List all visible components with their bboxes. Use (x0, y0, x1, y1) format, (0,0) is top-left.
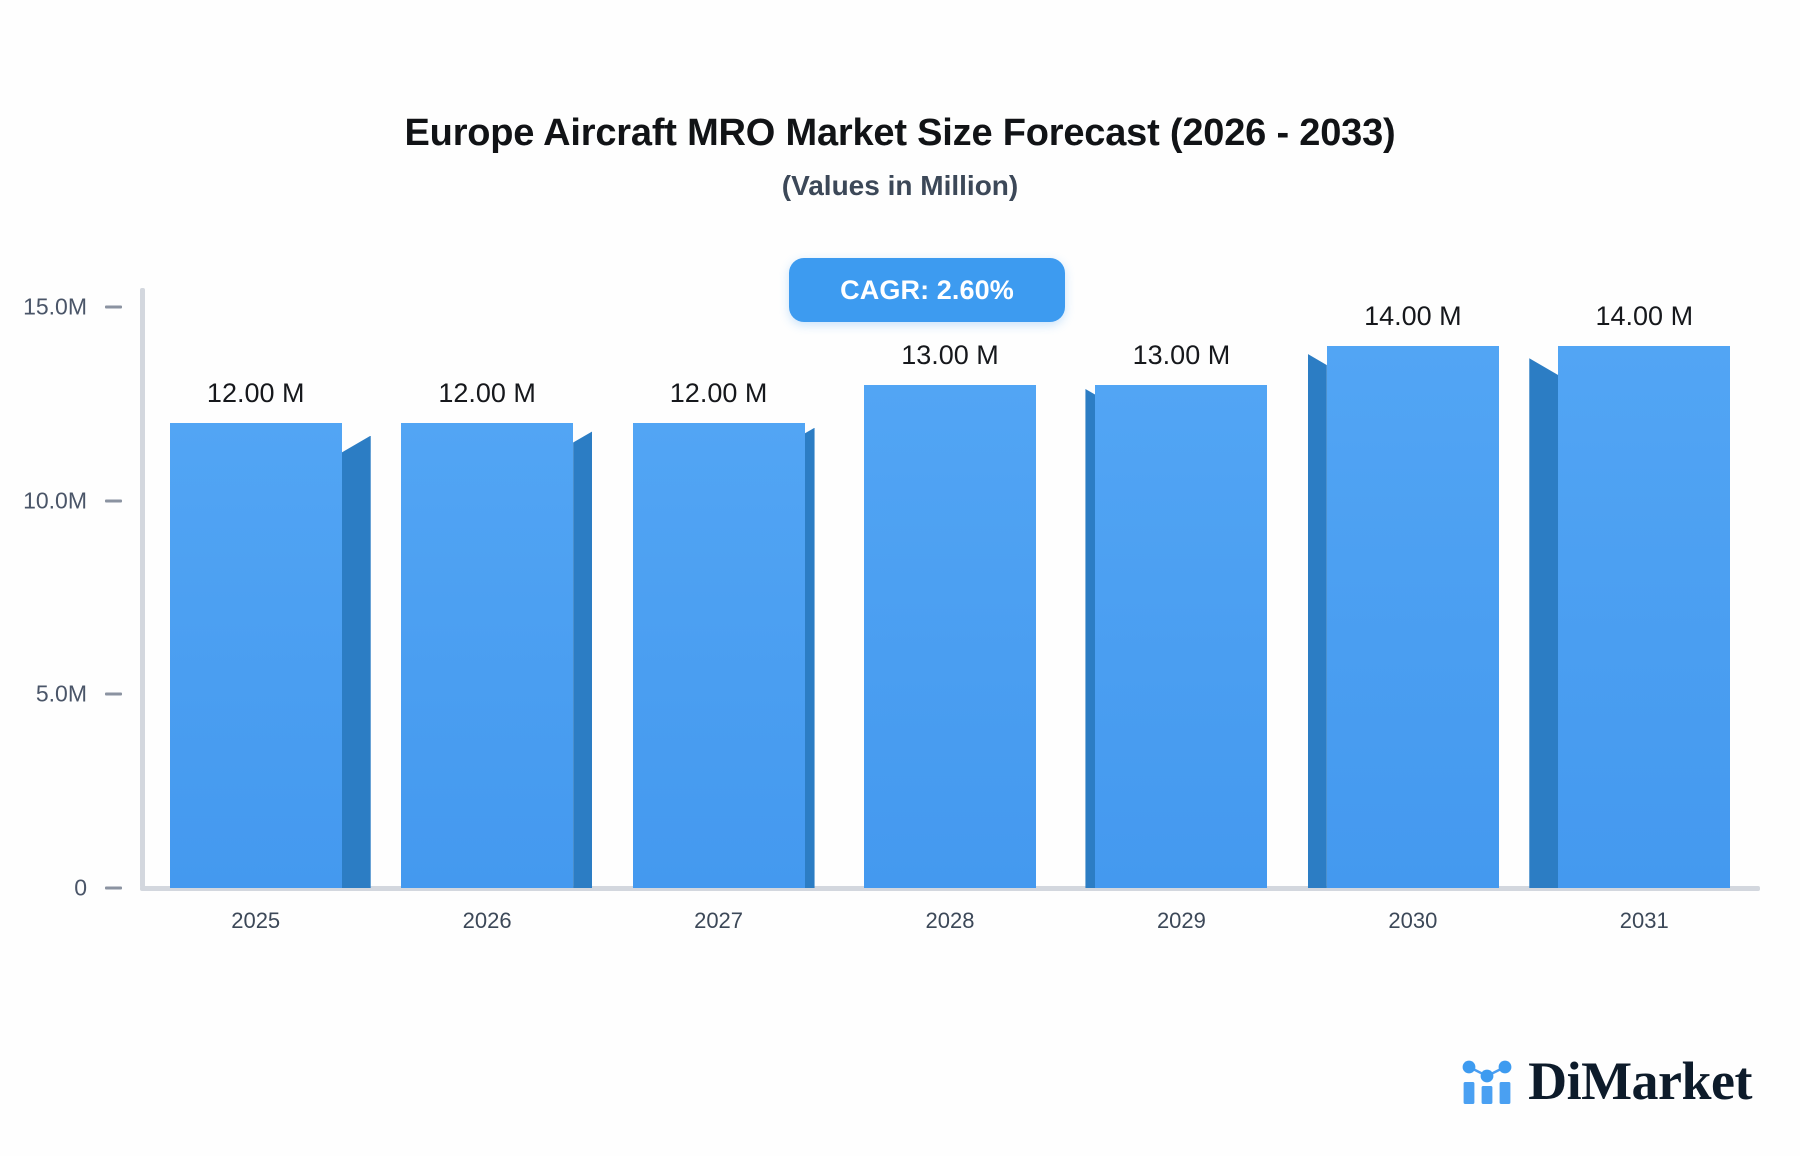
y-axis-tick-mark (105, 499, 122, 503)
bar-side-face (341, 435, 371, 888)
bar[interactable]: 12.00 M (169, 378, 371, 888)
y-axis-tick: 15.0M (23, 294, 140, 321)
y-axis-tick-label: 5.0M (35, 680, 87, 707)
bar-side-face (1529, 358, 1559, 888)
bar-side-face (1307, 354, 1327, 888)
bar-value-label: 14.00 M (1595, 301, 1694, 332)
bar-value-label: 13.00 M (1132, 339, 1231, 370)
bar-front-face (169, 423, 342, 888)
bar-front-face (864, 384, 1036, 888)
cagr-badge: CAGR: 2.60% (789, 258, 1065, 322)
y-axis-tick: 0 (74, 875, 140, 902)
bar-value-label: 12.00 M (206, 378, 305, 409)
bar-side-face (804, 427, 815, 888)
y-axis-line (140, 288, 145, 888)
bar[interactable]: 14.00 M (1529, 301, 1731, 888)
bar-front-face (401, 423, 574, 888)
bar-front-face (1095, 384, 1268, 888)
chart-subtitle: (Values in Million) (781, 170, 1019, 201)
x-axis-tick-label: 2026 (462, 908, 512, 933)
bar-side-face (1085, 388, 1096, 888)
cagr-badge-label: CAGR: 2.60% (840, 274, 1014, 305)
x-axis-tick-label: 2028 (925, 908, 975, 933)
y-axis-tick: 5.0M (36, 681, 140, 708)
x-axis-line (140, 886, 1760, 891)
chart-title: Europe Aircraft MRO Market Size Forecast… (404, 112, 1396, 154)
y-axis-tick-mark (105, 305, 122, 309)
bar-side-face (573, 431, 593, 888)
bar-front-face (632, 423, 805, 888)
bar-value-label: 13.00 M (901, 339, 999, 370)
bar[interactable]: 14.00 M (1307, 301, 1499, 888)
bar-value-label: 12.00 M (438, 378, 536, 409)
x-axis-tick-label: 2029 (1156, 908, 1206, 933)
x-axis-tick-label: 2025 (231, 908, 281, 933)
y-axis-tick-label: 10.0M (23, 487, 87, 514)
bar[interactable]: 13.00 M (1085, 340, 1268, 888)
bar-chart-dots-icon (1462, 1060, 1512, 1104)
bar[interactable]: 13.00 M (864, 340, 1036, 888)
bar-value-label: 14.00 M (1364, 301, 1462, 332)
x-axis-tick-label: 2031 (1619, 908, 1669, 933)
brand-logo: DiMarket (1460, 1054, 1752, 1108)
bar[interactable]: 12.00 M (632, 378, 815, 888)
bar-front-face (1326, 346, 1499, 888)
brand-name: DiMarket (1528, 1051, 1752, 1111)
plot-area: 0 5.0M 10.0M 15.0M 12.00 M 12.00 M 12.00 M 13.… (23, 288, 1760, 933)
y-axis-tick-mark (105, 886, 122, 890)
y-axis-tick-mark (105, 692, 122, 696)
bar-front-face (1558, 346, 1731, 888)
y-axis-tick-label: 0 (74, 874, 87, 901)
bar-value-label: 12.00 M (669, 378, 768, 409)
y-axis-tick-label: 15.0M (23, 293, 87, 320)
x-axis-tick-label: 2027 (694, 908, 744, 933)
y-axis-tick: 10.0M (23, 487, 140, 514)
bar[interactable]: 12.00 M (401, 378, 593, 888)
x-axis-tick-label: 2030 (1388, 908, 1438, 933)
